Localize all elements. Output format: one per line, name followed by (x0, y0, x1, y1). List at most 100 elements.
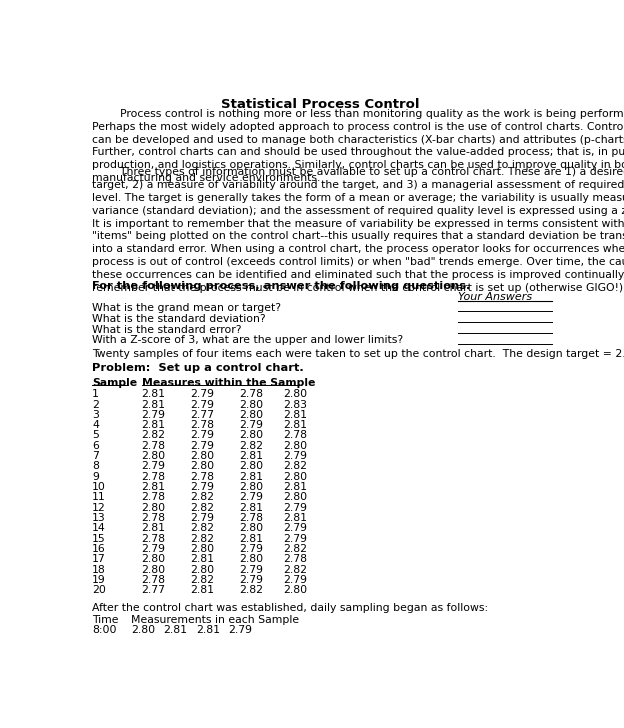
Text: 4: 4 (92, 420, 99, 430)
Text: 2.79: 2.79 (283, 503, 308, 513)
Text: 2.81: 2.81 (283, 482, 308, 492)
Text: 2.80: 2.80 (239, 554, 263, 564)
Text: 2.81: 2.81 (142, 420, 165, 430)
Text: 2.78: 2.78 (283, 430, 308, 440)
Text: 12: 12 (92, 503, 105, 513)
Text: 14: 14 (92, 523, 105, 534)
Text: What is the grand mean or target?: What is the grand mean or target? (92, 303, 281, 313)
Text: 2.82: 2.82 (283, 544, 308, 554)
Text: 2.82: 2.82 (142, 430, 165, 440)
Text: 1: 1 (92, 389, 99, 399)
Text: 6: 6 (92, 440, 99, 451)
Text: 15: 15 (92, 534, 105, 544)
Text: 2.80: 2.80 (239, 410, 263, 420)
Text: With a Z-score of 3, what are the upper and lower limits?: With a Z-score of 3, what are the upper … (92, 336, 403, 345)
Text: 2.79: 2.79 (239, 575, 263, 585)
Text: 2.79: 2.79 (142, 544, 165, 554)
Text: 2.80: 2.80 (190, 451, 215, 461)
Text: 18: 18 (92, 565, 105, 574)
Text: 2.81: 2.81 (239, 534, 263, 544)
Text: 3: 3 (92, 410, 99, 420)
Text: 2.79: 2.79 (239, 492, 263, 502)
Text: 2.81: 2.81 (142, 400, 165, 410)
Text: 2.81: 2.81 (283, 420, 308, 430)
Text: 2.79: 2.79 (190, 513, 215, 523)
Text: 2.83: 2.83 (283, 400, 308, 410)
Text: 2.82: 2.82 (283, 565, 308, 574)
Text: 2.80: 2.80 (283, 492, 308, 502)
Text: 2.80: 2.80 (142, 451, 166, 461)
Text: 2.80: 2.80 (190, 544, 215, 554)
Text: 2.79: 2.79 (283, 451, 308, 461)
Text: For the following process, answer the following questions.: For the following process, answer the fo… (92, 282, 470, 291)
Text: 9: 9 (92, 472, 99, 482)
Text: 2.82: 2.82 (283, 462, 308, 472)
Text: 2.82: 2.82 (239, 440, 263, 451)
Text: Process control is nothing more or less than monitoring quality as the work is b: Process control is nothing more or less … (92, 109, 624, 183)
Text: After the control chart was established, daily sampling began as follows:: After the control chart was established,… (92, 604, 488, 613)
Text: 2.81: 2.81 (239, 451, 263, 461)
Text: 2.80: 2.80 (283, 472, 308, 482)
Text: 2.80: 2.80 (142, 565, 166, 574)
Text: Measures within the Sample: Measures within the Sample (142, 378, 315, 387)
Text: Measurements in each Sample: Measurements in each Sample (130, 615, 299, 625)
Text: 19: 19 (92, 575, 105, 585)
Text: Three types of information must be available to set up a control chart. These ar: Three types of information must be avail… (92, 167, 624, 293)
Text: Problem:  Set up a control chart.: Problem: Set up a control chart. (92, 363, 304, 373)
Text: 13: 13 (92, 513, 105, 523)
Text: 2.80: 2.80 (239, 430, 263, 440)
Text: What is the standard error?: What is the standard error? (92, 325, 241, 335)
Text: 2.81: 2.81 (190, 554, 215, 564)
Text: 2.81: 2.81 (142, 523, 165, 534)
Text: 2.81: 2.81 (283, 410, 308, 420)
Text: 2.79: 2.79 (239, 565, 263, 574)
Text: 2.81: 2.81 (190, 585, 215, 596)
Text: 2: 2 (92, 400, 99, 410)
Text: 2.79: 2.79 (142, 462, 165, 472)
Text: 2.79: 2.79 (142, 410, 165, 420)
Text: 2.79: 2.79 (228, 625, 252, 635)
Text: 2.81: 2.81 (196, 625, 220, 635)
Text: 2.82: 2.82 (190, 503, 215, 513)
Text: 2.79: 2.79 (190, 430, 215, 440)
Text: 2.78: 2.78 (142, 534, 165, 544)
Text: 2.77: 2.77 (142, 585, 165, 596)
Text: 10: 10 (92, 482, 106, 492)
Text: 2.80: 2.80 (283, 585, 308, 596)
Text: Time: Time (92, 615, 119, 625)
Text: 2.79: 2.79 (239, 544, 263, 554)
Text: 2.80: 2.80 (142, 503, 166, 513)
Text: 8:00: 8:00 (92, 625, 117, 635)
Text: 2.80: 2.80 (142, 554, 166, 564)
Text: 17: 17 (92, 554, 105, 564)
Text: 2.82: 2.82 (190, 534, 215, 544)
Text: 2.79: 2.79 (283, 575, 308, 585)
Text: 2.79: 2.79 (283, 523, 308, 534)
Text: Twenty samples of four items each were taken to set up the control chart.  The d: Twenty samples of four items each were t… (92, 349, 624, 359)
Text: 2.78: 2.78 (142, 575, 165, 585)
Text: 2.78: 2.78 (142, 472, 165, 482)
Text: 2.80: 2.80 (283, 389, 308, 399)
Text: 2.79: 2.79 (190, 389, 215, 399)
Text: 2.81: 2.81 (163, 625, 187, 635)
Text: 16: 16 (92, 544, 105, 554)
Text: 2.82: 2.82 (190, 523, 215, 534)
Text: 2.81: 2.81 (239, 472, 263, 482)
Text: 2.78: 2.78 (142, 492, 165, 502)
Text: 2.78: 2.78 (190, 420, 215, 430)
Text: 8: 8 (92, 462, 99, 472)
Text: Your Answers: Your Answers (458, 292, 532, 302)
Text: Statistical Process Control: Statistical Process Control (220, 98, 419, 111)
Text: 2.80: 2.80 (239, 400, 263, 410)
Text: 2.78: 2.78 (239, 389, 263, 399)
Text: 2.78: 2.78 (142, 513, 165, 523)
Text: 2.82: 2.82 (190, 575, 215, 585)
Text: What is the standard deviation?: What is the standard deviation? (92, 314, 266, 324)
Text: 20: 20 (92, 585, 106, 596)
Text: 2.81: 2.81 (142, 482, 165, 492)
Text: 2.78: 2.78 (283, 554, 308, 564)
Text: 2.80: 2.80 (190, 565, 215, 574)
Text: 2.79: 2.79 (283, 534, 308, 544)
Text: 2.78: 2.78 (239, 513, 263, 523)
Text: 7: 7 (92, 451, 99, 461)
